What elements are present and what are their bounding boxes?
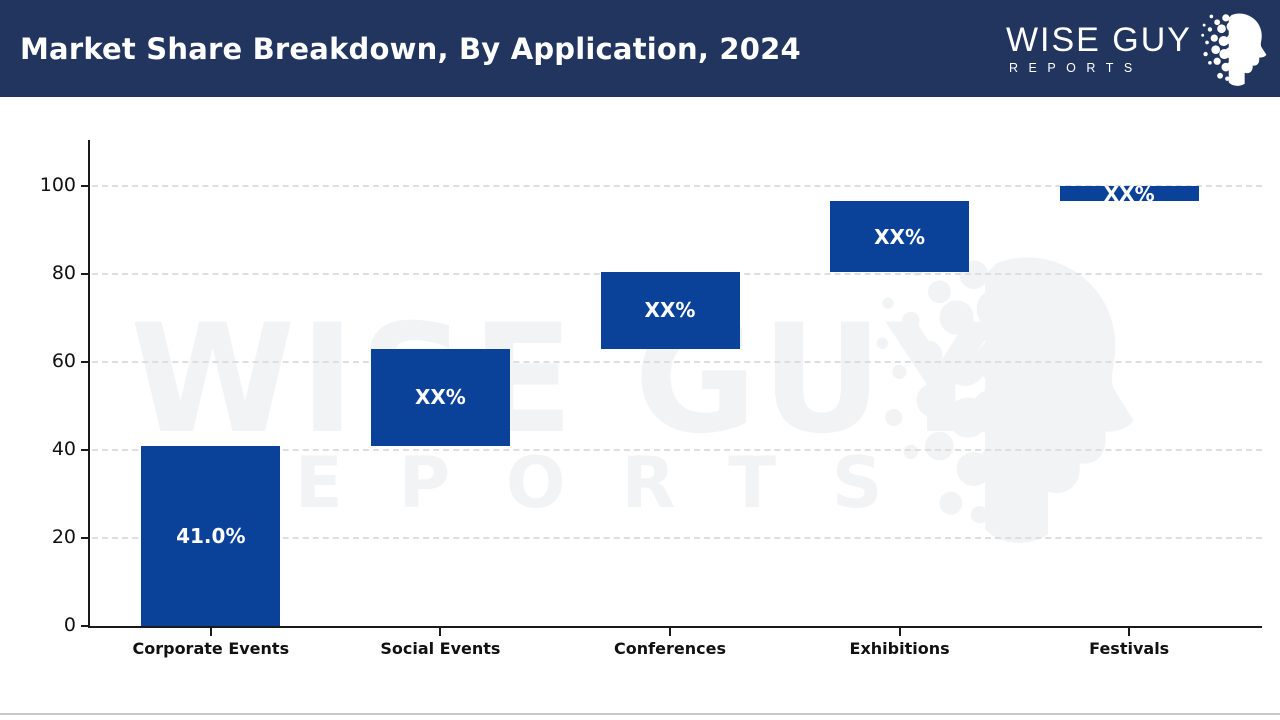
x-tick-mark bbox=[1128, 628, 1131, 636]
y-tick-label: 0 bbox=[63, 614, 76, 636]
y-tick-label: 100 bbox=[39, 174, 76, 196]
bottom-edge-line bbox=[0, 713, 1280, 715]
bar-festivals: XX% bbox=[1059, 182, 1199, 206]
x-axis-line bbox=[88, 626, 1262, 628]
x-category-label-corporate-events: Corporate Events bbox=[132, 639, 290, 658]
page-title: Market Share Breakdown, By Application, … bbox=[20, 31, 801, 66]
gridline bbox=[92, 449, 1262, 451]
x-category-label-conferences: Conferences bbox=[614, 639, 726, 658]
watermark-text-line2: REPORTS bbox=[185, 442, 939, 524]
bar-corporate-events: 41.0% bbox=[141, 445, 281, 626]
x-tick-mark bbox=[898, 628, 901, 636]
wise-guy-reports-logo: WISE GUY REPORTS bbox=[1006, 7, 1280, 91]
x-tick-mark bbox=[209, 628, 212, 636]
y-tick-label: 20 bbox=[51, 526, 76, 548]
y-axis-line bbox=[88, 140, 90, 628]
bar-value-label-festivals: XX% bbox=[1103, 181, 1155, 206]
bar-value-label-exhibitions: XX% bbox=[874, 224, 926, 249]
watermark-text-line1: WISE GUY bbox=[130, 293, 1000, 467]
y-tick-mark bbox=[81, 185, 90, 187]
y-tick-mark bbox=[81, 537, 90, 539]
y-tick-label: 40 bbox=[51, 438, 76, 460]
header-bar: Market Share Breakdown, By Application, … bbox=[0, 0, 1280, 97]
logo-tagline: REPORTS bbox=[1008, 60, 1143, 75]
x-category-label-social-events: Social Events bbox=[380, 639, 501, 658]
y-tick-mark bbox=[81, 449, 90, 451]
bar-value-label-corporate-events: 41.0% bbox=[176, 523, 246, 548]
y-tick-label: 60 bbox=[51, 350, 76, 372]
x-tick-mark bbox=[669, 628, 671, 636]
x-category-label-exhibitions: Exhibitions bbox=[849, 639, 950, 658]
y-tick-mark bbox=[81, 273, 90, 275]
bar-value-label-social-events: XX% bbox=[414, 385, 466, 410]
gridline bbox=[92, 537, 1262, 539]
bar-social-events: XX% bbox=[370, 348, 510, 446]
gridline bbox=[92, 185, 1262, 187]
bar-exhibitions: XX% bbox=[830, 201, 970, 272]
x-category-label-festivals: Festivals bbox=[1089, 639, 1170, 658]
bar-conferences: XX% bbox=[600, 271, 740, 349]
logo-text: WISE GUY REPORTS bbox=[1006, 23, 1192, 75]
gridline bbox=[92, 361, 1262, 363]
y-tick-mark bbox=[81, 625, 90, 627]
y-tick-label: 80 bbox=[51, 262, 76, 284]
y-tick-mark bbox=[81, 361, 90, 363]
dotted-head-icon bbox=[1201, 13, 1267, 86]
logo-name: WISE GUY bbox=[1005, 20, 1192, 59]
bar-value-label-conferences: XX% bbox=[644, 298, 696, 323]
x-tick-mark bbox=[439, 628, 442, 636]
